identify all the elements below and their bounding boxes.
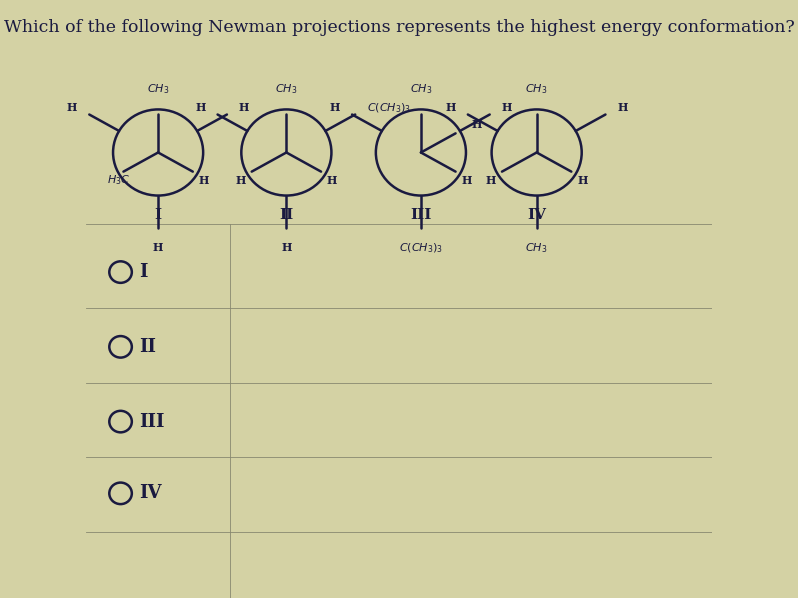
Text: H: H — [445, 102, 456, 114]
Text: I: I — [140, 263, 148, 281]
Text: IV: IV — [527, 208, 546, 222]
Text: II: II — [140, 338, 156, 356]
Text: IV: IV — [140, 484, 162, 502]
Text: $H_3C$: $H_3C$ — [107, 173, 131, 188]
Text: $CH_3$: $CH_3$ — [525, 242, 548, 255]
Text: H: H — [153, 242, 164, 252]
Text: H: H — [327, 175, 338, 186]
Text: $CH_3$: $CH_3$ — [525, 83, 548, 96]
Text: H: H — [618, 102, 628, 114]
Text: H: H — [199, 175, 209, 186]
Text: $CH_3$: $CH_3$ — [275, 83, 298, 96]
Text: H: H — [502, 102, 512, 114]
Text: H: H — [239, 102, 249, 114]
Text: H: H — [196, 102, 206, 114]
Text: H: H — [577, 175, 587, 186]
Text: H: H — [486, 175, 496, 186]
Text: H: H — [281, 242, 291, 252]
Text: Which of the following Newman projections represents the highest energy conforma: Which of the following Newman projection… — [4, 19, 794, 36]
Text: H: H — [461, 175, 472, 186]
Text: H: H — [235, 175, 246, 186]
Text: $C(CH_3)_3$: $C(CH_3)_3$ — [367, 101, 411, 115]
Text: $CH_3$: $CH_3$ — [147, 83, 169, 96]
Text: II: II — [279, 208, 294, 222]
Text: III: III — [140, 413, 165, 431]
Text: H: H — [67, 102, 77, 114]
Text: $CH_3$: $CH_3$ — [409, 83, 432, 96]
Text: III: III — [410, 208, 432, 222]
Text: I: I — [155, 208, 162, 222]
Text: H: H — [330, 102, 340, 114]
Text: $C(CH_3)_3$: $C(CH_3)_3$ — [399, 242, 443, 255]
Text: H: H — [472, 119, 482, 130]
